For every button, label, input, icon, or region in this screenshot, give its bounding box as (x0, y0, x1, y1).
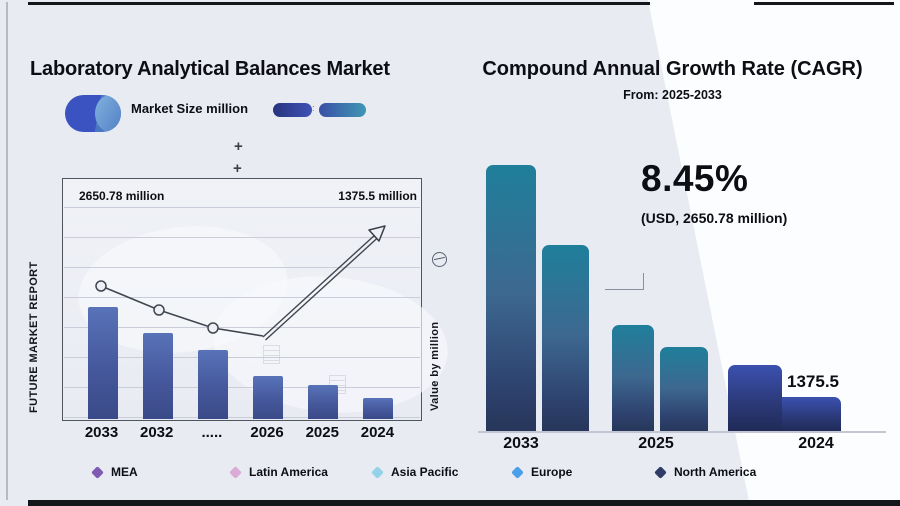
cylinder-icon (65, 95, 121, 132)
right-chart-bar (486, 165, 536, 432)
pill-swatch-dark-blue (273, 103, 312, 117)
left-chart-bar (253, 376, 283, 419)
right-chart-bar (612, 325, 654, 432)
frame-border-top-right (754, 2, 894, 5)
pill-separator: : (312, 103, 315, 113)
diamond-swatch-icon (91, 465, 104, 479)
left-chart-bar (363, 398, 393, 419)
legend-label: Asia Pacific (391, 465, 459, 479)
left-chart-title: Laboratory Analytical Balances Market (30, 58, 390, 80)
bar-group-2025 (612, 325, 708, 432)
right-chart-baseline (478, 431, 886, 433)
x-label: 2024 (360, 424, 395, 441)
right-chart-bar (542, 245, 589, 432)
cagr-value: 8.45% (641, 158, 749, 199)
pill-swatch-teal (319, 103, 366, 117)
vertical-watermark-text: FUTURE MARKET REPORT (28, 261, 40, 413)
x-label: 2032 (140, 424, 174, 441)
corner-line-decoration (643, 273, 645, 290)
x-label: 2025 (638, 435, 674, 452)
x-label: ..... (201, 424, 223, 441)
left-chart-bar (88, 307, 118, 419)
legend-label: Latin America (249, 465, 328, 479)
right-chart-subtitle: From: 2025-2033 (623, 88, 722, 102)
cylinder-cap (95, 95, 121, 132)
frame-border-left (6, 2, 8, 500)
cagr-note: (USD, 2650.78 million) (641, 210, 788, 226)
frame-border-top-left (28, 2, 650, 5)
value-annotation-1375: 1375.5 (787, 372, 839, 391)
left-bar-series (88, 219, 393, 419)
vertical-axis-label: Value by million (429, 321, 441, 411)
plus-decoration-icon: + (233, 160, 242, 177)
legend-item-latin-america: Latin America (229, 465, 328, 479)
x-label: 2033 (503, 435, 539, 452)
market-size-label: Market Size million (131, 101, 249, 116)
left-chart-panel: 2650.78 million 1375.5 million (62, 178, 454, 422)
diamond-swatch-icon (654, 465, 667, 479)
left-x-axis-labels: 2033 2032 ..... 2026 2025 2024 (62, 424, 422, 441)
legend-label: North America (674, 465, 757, 479)
bar-group-2024 (728, 365, 841, 432)
x-label: 2025 (305, 424, 339, 441)
x-label: 2033 (84, 424, 119, 441)
watermark-table-icon (263, 345, 280, 364)
diamond-swatch-icon (511, 465, 524, 479)
corner-line-decoration (605, 289, 644, 291)
diamond-swatch-icon (371, 465, 384, 479)
left-chart-bar (143, 333, 173, 419)
right-chart-bar (782, 397, 841, 432)
minus-circle-icon (432, 252, 447, 267)
x-label: 2026 (250, 424, 284, 441)
end-value-annotation: 1375.5 million (338, 189, 417, 203)
x-label: 2024 (798, 435, 834, 452)
legend-item-north-america: North America (654, 465, 757, 479)
legend-item-asia-pacific: Asia Pacific (371, 465, 459, 479)
legend-item-mea: MEA (91, 465, 138, 479)
start-value-annotation: 2650.78 million (79, 189, 165, 203)
left-chart-bar (308, 385, 338, 419)
diamond-swatch-icon (229, 465, 242, 479)
right-chart-bar (728, 365, 782, 432)
legend-item-europe: Europe (511, 465, 573, 479)
left-chart-bar (198, 350, 228, 419)
legend-label: Europe (531, 465, 573, 479)
right-chart-title: Compound Annual Growth Rate (CAGR) (482, 58, 863, 80)
legend-label: MEA (111, 465, 138, 479)
bar-group-2033 (486, 165, 589, 432)
frame-border-bottom (28, 500, 900, 506)
right-chart-bar (660, 347, 708, 432)
plus-decoration-icon: + (234, 138, 243, 155)
